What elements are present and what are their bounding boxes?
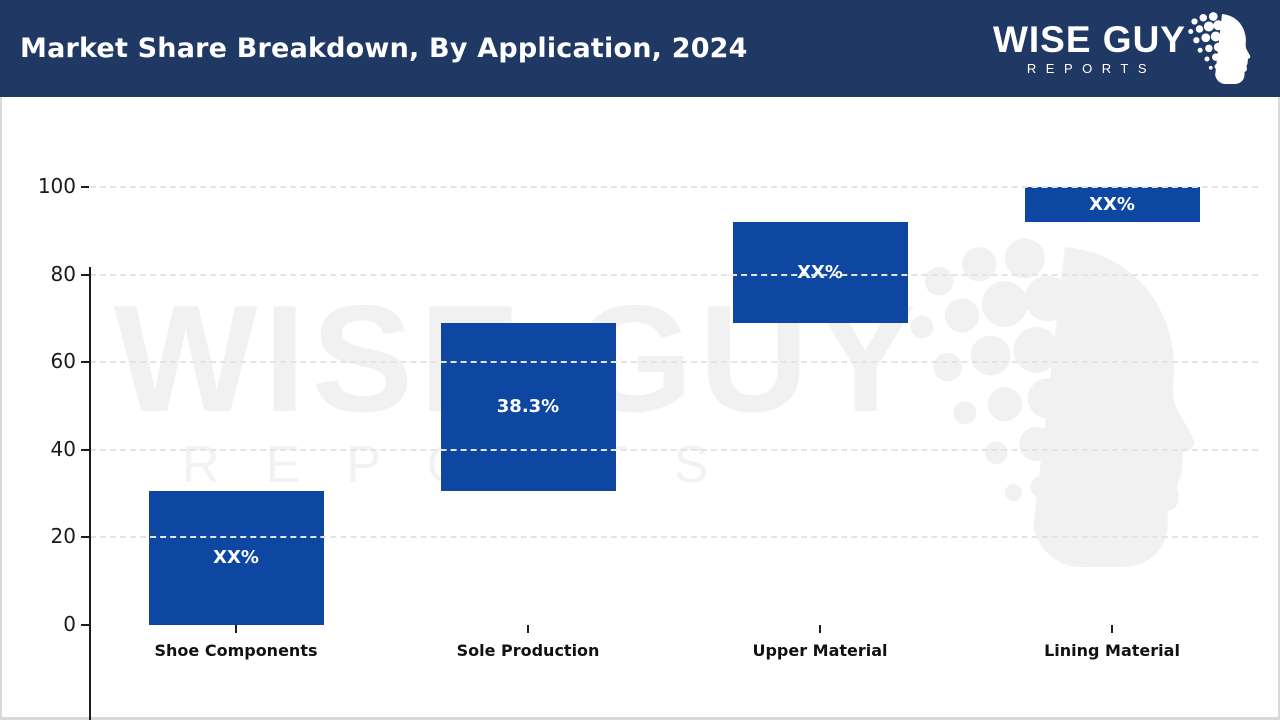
logo-text: WISE GUY REPORTS <box>993 21 1186 76</box>
header-banner: Market Share Breakdown, By Application, … <box>0 0 1280 97</box>
y-tick-mark <box>81 361 89 364</box>
x-tick-label-3: Upper Material <box>752 641 888 660</box>
x-tick-label-2: Sole Production <box>456 641 600 660</box>
bar-shoe-components: XX% <box>148 490 324 625</box>
bar-value-label: 38.3% <box>496 396 560 418</box>
bar-value-label: XX% <box>1089 194 1135 216</box>
logo-wordmark: WISE GUY <box>992 19 1186 60</box>
x-tick-mark <box>235 625 237 633</box>
x-tick-label-4: Lining Material <box>1044 641 1180 660</box>
wiseguy-logo: WISE GUY REPORTS <box>993 8 1252 90</box>
gridline-80 <box>90 273 1258 276</box>
gridline-40 <box>90 448 1258 451</box>
y-tick-label: 0 <box>63 612 76 636</box>
y-tick-label: 80 <box>50 261 76 286</box>
bar-value-label: XX% <box>797 261 843 283</box>
gridline-60 <box>90 361 1258 364</box>
logo-subtext: REPORTS <box>1026 61 1157 76</box>
gridline-20 <box>90 536 1258 539</box>
y-tick-mark <box>81 273 89 276</box>
x-tick-mark <box>527 625 529 633</box>
y-tick-mark <box>81 536 89 539</box>
y-tick-mark <box>81 448 89 451</box>
y-tick-mark <box>81 624 89 626</box>
y-tick-label: 60 <box>50 349 76 374</box>
dotted-head-icon <box>1188 11 1251 84</box>
x-tick-label-1: Shoe Components <box>154 641 318 660</box>
chart-area: WISE GUY REPORTS XX%38.3%XX%XX%020406080… <box>0 97 1280 720</box>
bar-value-label: XX% <box>213 547 259 569</box>
x-tick-mark <box>1111 625 1113 633</box>
y-tick-label: 40 <box>50 436 76 461</box>
y-tick-label: 20 <box>50 524 76 549</box>
x-tick-mark <box>819 625 821 633</box>
gridline-100 <box>90 186 1258 188</box>
chart-title: Market Share Breakdown, By Application, … <box>20 33 748 64</box>
y-tick-label: 100 <box>37 174 76 198</box>
y-axis-spine <box>89 267 91 720</box>
bar-upper-material: XX% <box>732 222 908 323</box>
y-tick-mark <box>81 186 89 188</box>
bar-sole-production: 38.3% <box>440 322 616 491</box>
bar-lining-material: XX% <box>1024 187 1200 223</box>
